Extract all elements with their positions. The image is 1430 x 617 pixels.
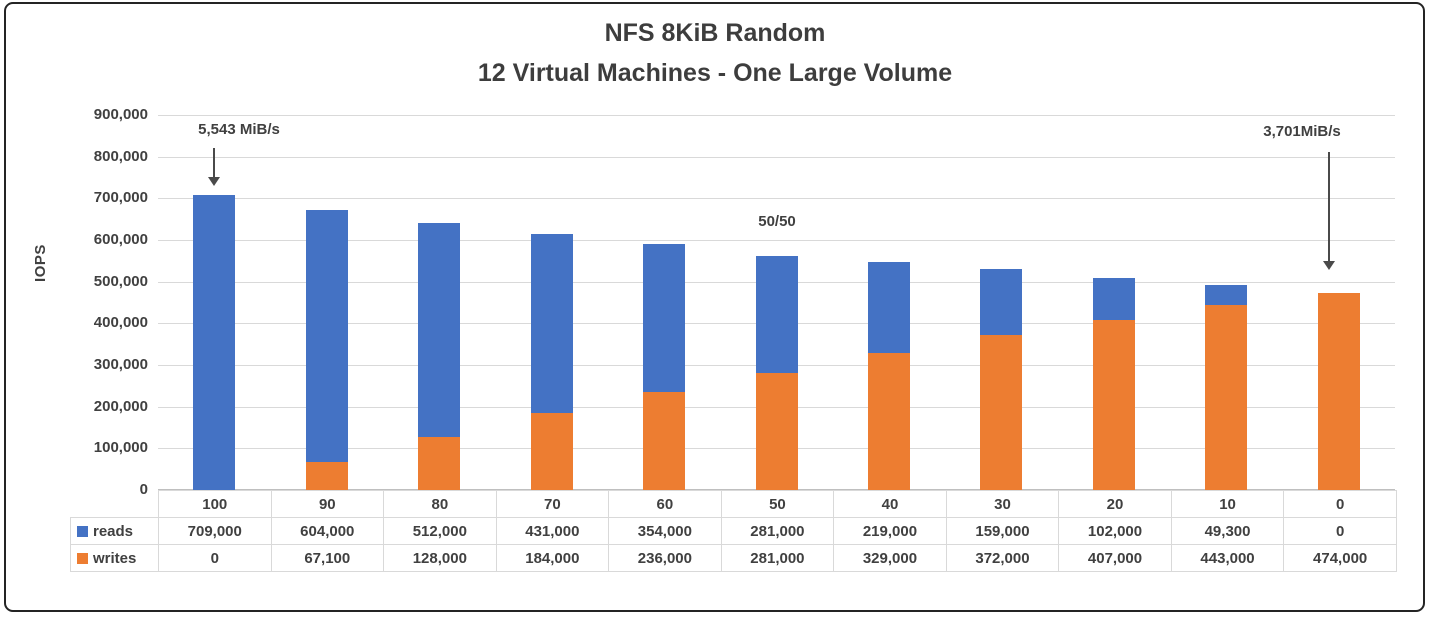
bar-segment-writes xyxy=(418,436,461,490)
annotation-5050-text: 50/50 xyxy=(758,213,796,230)
category-header: 30 xyxy=(945,490,1060,518)
table-value: 67,100 xyxy=(270,544,385,572)
annotation-read-throughput-text: 5,543 MiB/s xyxy=(198,121,280,138)
table-value: 49,300 xyxy=(1170,517,1285,545)
table-value: 474,000 xyxy=(1283,544,1397,572)
bar-segment-writes xyxy=(305,462,348,490)
y-tick-label: 700,000 xyxy=(93,189,148,207)
table-value: 329,000 xyxy=(833,544,947,572)
table-value: 236,000 xyxy=(608,544,722,572)
down-arrow-icon xyxy=(1328,152,1330,262)
down-arrow-icon xyxy=(213,148,215,178)
category-header: 20 xyxy=(1058,490,1172,518)
category-header: 10 xyxy=(1170,490,1285,518)
y-tick-label: 800,000 xyxy=(93,147,148,165)
data-table-grid: 100 90 80 70 60 50 40 30 20 10 0 reads 709,000 604,00… xyxy=(70,490,1397,572)
gridline xyxy=(158,115,1395,116)
down-arrow-head-icon xyxy=(1323,261,1335,270)
table-row: writes 0 67,100 128,000 184,000 236,000 281,00… xyxy=(70,544,1397,572)
table-row: reads 709,000 604,000 512,000 431,000 354,000… xyxy=(70,517,1397,545)
down-arrow-head-icon xyxy=(208,177,220,186)
y-tick-label: 900,000 xyxy=(93,106,148,123)
category-header: 40 xyxy=(833,490,947,518)
table-corner-cell xyxy=(70,490,159,518)
bar-segment-writes xyxy=(530,413,573,490)
table-value: 407,000 xyxy=(1058,544,1172,572)
y-tick-label: 200,000 xyxy=(93,397,148,415)
table-value: 0 xyxy=(1283,517,1397,545)
bar-segment-reads xyxy=(643,244,686,392)
bar-segment-writes xyxy=(643,391,686,490)
bar-segment-reads xyxy=(1205,284,1248,306)
data-table: 100 90 80 70 60 50 40 30 20 10 0 reads 709,000 604,00… xyxy=(70,490,1397,572)
chart-title: NFS 8KiB Random 12 Virtual Machines - On… xyxy=(0,13,1430,93)
series-label-reads: reads xyxy=(70,517,159,545)
table-value: 128,000 xyxy=(383,544,497,572)
series-label-writes: writes xyxy=(70,544,159,572)
table-value: 281,000 xyxy=(720,544,835,572)
table-value: 443,000 xyxy=(1170,544,1285,572)
category-header: 90 xyxy=(270,490,385,518)
y-tick-label: 400,000 xyxy=(93,314,148,332)
bar-segment-writes xyxy=(1317,292,1360,490)
legend-key-reads-icon xyxy=(77,525,88,537)
bar-segment-writes xyxy=(755,372,798,490)
bar-segment-reads xyxy=(305,210,348,463)
bar-segment-writes xyxy=(980,335,1023,490)
legend-key-writes-icon xyxy=(77,552,88,564)
y-tick-label: 500,000 xyxy=(93,272,148,290)
table-value: 219,000 xyxy=(833,517,947,545)
gridline xyxy=(158,198,1395,200)
bar-segment-writes xyxy=(1205,305,1248,490)
gridline xyxy=(158,240,1395,241)
gridline xyxy=(158,156,1395,158)
y-tick-label: 100,000 xyxy=(93,439,148,457)
table-value: 709,000 xyxy=(158,517,272,545)
y-tick-label: 600,000 xyxy=(93,231,148,248)
category-header: 80 xyxy=(383,490,497,518)
bar-segment-reads xyxy=(1092,277,1135,321)
annotation-write-throughput-text: 3,701MiB/s xyxy=(1263,123,1341,140)
category-header: 100 xyxy=(158,490,272,518)
category-header: 70 xyxy=(495,490,610,518)
bar-segment-reads xyxy=(755,255,798,373)
category-header: 0 xyxy=(1283,490,1397,518)
table-value: 431,000 xyxy=(495,517,610,545)
plot-area xyxy=(158,115,1395,491)
chart-title-line-1: NFS 8KiB Random xyxy=(604,19,826,47)
y-tick-label: 0 xyxy=(139,481,148,498)
table-value: 0 xyxy=(158,544,272,572)
chart-title-line-2: 12 Virtual Machines - One Large Volume xyxy=(477,59,953,87)
bar-segment-reads xyxy=(530,233,573,414)
bar-segment-reads xyxy=(980,268,1023,335)
table-value: 281,000 xyxy=(720,517,835,545)
y-tick-label: 300,000 xyxy=(93,356,148,373)
table-value: 372,000 xyxy=(945,544,1060,572)
table-value: 159,000 xyxy=(945,517,1060,545)
table-value: 604,000 xyxy=(270,517,385,545)
category-header: 60 xyxy=(608,490,722,518)
bar-segment-writes xyxy=(867,352,910,490)
bar-segment-writes xyxy=(1092,320,1135,490)
bar-segment-reads xyxy=(867,261,910,353)
category-header: 50 xyxy=(720,490,835,518)
bar-segment-reads xyxy=(418,223,461,437)
bar-segment-reads xyxy=(193,194,236,490)
table-value: 184,000 xyxy=(495,544,610,572)
table-value: 102,000 xyxy=(1058,517,1172,545)
table-value: 512,000 xyxy=(383,517,497,545)
table-value: 354,000 xyxy=(608,517,722,545)
